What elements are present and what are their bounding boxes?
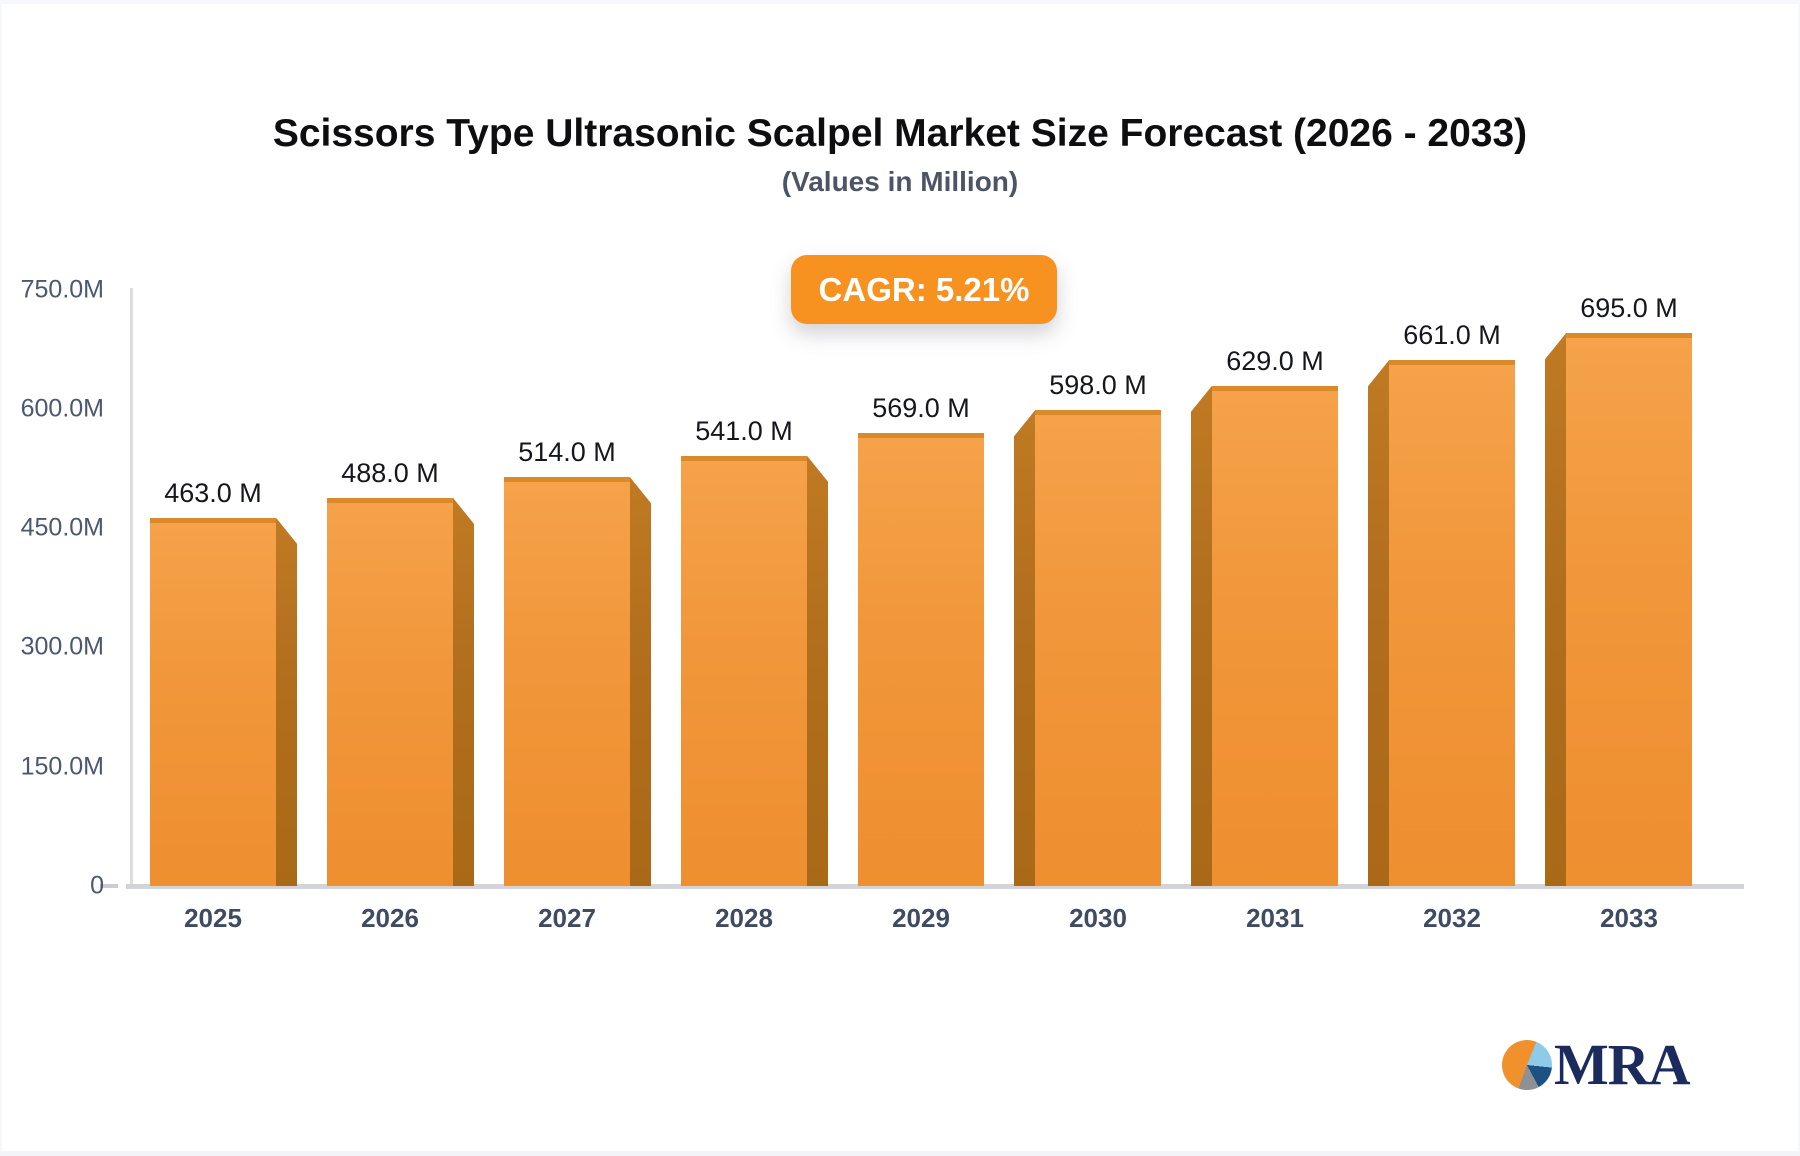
bar-value-label: 514.0 M: [518, 437, 616, 468]
y-axis-tick-label: 300.0M: [20, 632, 104, 661]
bar-side-face: [1191, 385, 1212, 886]
bar-side-face: [276, 517, 297, 886]
bar: [1389, 360, 1515, 886]
y-axis-tick-label: 150.0M: [20, 752, 104, 781]
x-axis-category-label: 2026: [361, 903, 419, 933]
bar-side-face: [1368, 360, 1389, 886]
bar: [1212, 385, 1338, 886]
bar-side-face: [1545, 333, 1566, 886]
y-axis-tick-label: 750.0M: [20, 275, 104, 303]
bar-value-label: 569.0 M: [872, 393, 970, 424]
chart-title: Scissors Type Ultrasonic Scalpel Market …: [272, 112, 1528, 155]
bar-value-label: 695.0 M: [1580, 293, 1678, 324]
bar-value-label: 488.0 M: [341, 457, 439, 488]
bar: [1035, 410, 1161, 886]
y-axis-line: [130, 288, 133, 886]
x-axis-category-label: 2025: [184, 903, 242, 933]
bar-value-label: 463.0 M: [164, 477, 262, 508]
x-axis-category-label: 2032: [1423, 903, 1481, 933]
cagr-badge: CAGR: 5.21%: [791, 255, 1057, 324]
bar-side-face: [453, 497, 474, 886]
bar-value-label: 661.0 M: [1403, 320, 1501, 351]
zero-tick-mark: [100, 884, 118, 888]
bar: [327, 497, 453, 886]
y-axis-tick-label: 600.0M: [20, 394, 104, 423]
x-axis-category-label: 2030: [1069, 903, 1127, 933]
bar: [1566, 333, 1692, 886]
logo-text: MRA: [1554, 1032, 1691, 1097]
y-axis-tick-label: 450.0M: [20, 513, 104, 542]
mra-logo: MRA: [1502, 1032, 1691, 1097]
bar-side-face: [630, 477, 651, 886]
bar-value-label: 598.0 M: [1049, 370, 1147, 401]
x-axis-category-label: 2027: [538, 903, 596, 933]
y-axis-tick-label: 0: [90, 871, 104, 900]
bar-side-face: [807, 455, 828, 886]
x-axis-line: [126, 884, 1744, 889]
bar: [681, 455, 807, 886]
bar: [150, 517, 276, 886]
pie-chart-logo-icon: [1502, 1040, 1552, 1090]
bar-value-label: 541.0 M: [695, 415, 793, 446]
x-axis-category-label: 2033: [1600, 903, 1658, 933]
chart-subtitle: (Values in Million): [781, 166, 1019, 197]
x-axis-category-label: 2028: [715, 903, 773, 933]
bar: [504, 477, 630, 886]
x-axis-category-label: 2031: [1246, 903, 1304, 933]
bar-side-face: [1014, 410, 1035, 886]
x-axis-category-label: 2029: [892, 903, 950, 933]
bar-value-label: 629.0 M: [1226, 345, 1324, 376]
bar: [858, 433, 984, 886]
